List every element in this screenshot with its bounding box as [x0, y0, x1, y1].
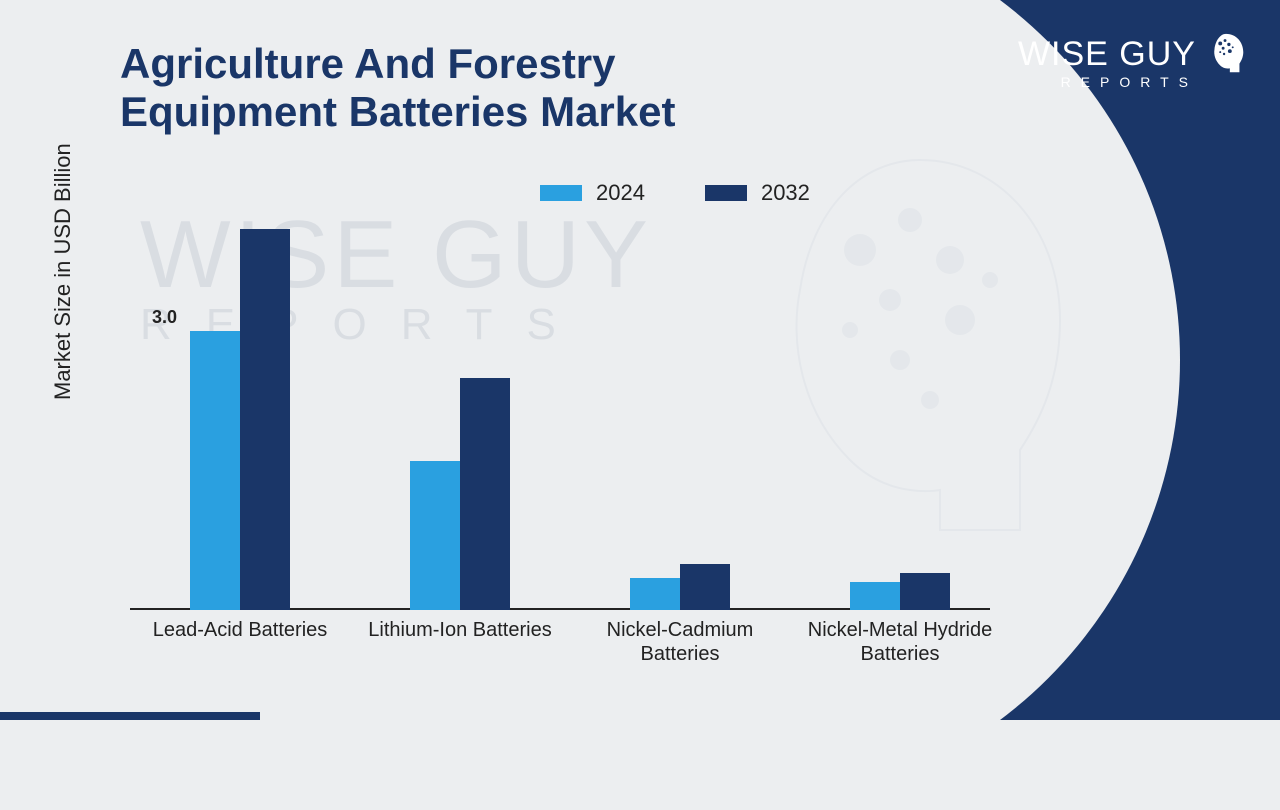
legend-item-2024: 2024 [540, 180, 645, 206]
bar-group: Lithium-Ion Batteries [370, 378, 550, 610]
legend-label-2024: 2024 [596, 180, 645, 206]
bar-2024 [850, 582, 900, 610]
bar-chart: Lead-Acid BatteriesLithium-Ion Batteries… [130, 220, 990, 610]
head-icon [1202, 30, 1250, 78]
bar-2032 [900, 573, 950, 610]
legend-item-2032: 2032 [705, 180, 810, 206]
bar-2032 [240, 229, 290, 610]
bar-2024 [190, 331, 240, 610]
category-label: Nickel-Cadmium Batteries [580, 618, 780, 666]
bottom-accent-bar [0, 712, 260, 720]
legend-swatch-2024 [540, 185, 582, 201]
brand-logo: WISE GUY REPORTS [1018, 30, 1250, 90]
legend-label-2032: 2032 [761, 180, 810, 206]
category-label: Lead-Acid Batteries [140, 618, 340, 642]
chart-title: Agriculture And Forestry Equipment Batte… [120, 40, 840, 137]
legend-swatch-2032 [705, 185, 747, 201]
bar-group: Nickel-Metal Hydride Batteries [810, 573, 990, 610]
bar-2032 [680, 564, 730, 610]
category-label: Nickel-Metal Hydride Batteries [800, 618, 1000, 666]
y-tick-label: 3.0 [152, 307, 177, 328]
bar-group: Lead-Acid Batteries [150, 229, 330, 610]
bar-2024 [630, 578, 680, 611]
bar-2032 [460, 378, 510, 610]
bar-2024 [410, 461, 460, 610]
y-axis-label: Market Size in USD Billion [50, 143, 76, 400]
logo-text-top: WISE GUY [1018, 35, 1196, 74]
bar-group: Nickel-Cadmium Batteries [590, 564, 770, 610]
category-label: Lithium-Ion Batteries [360, 618, 560, 642]
legend: 2024 2032 [540, 180, 810, 206]
